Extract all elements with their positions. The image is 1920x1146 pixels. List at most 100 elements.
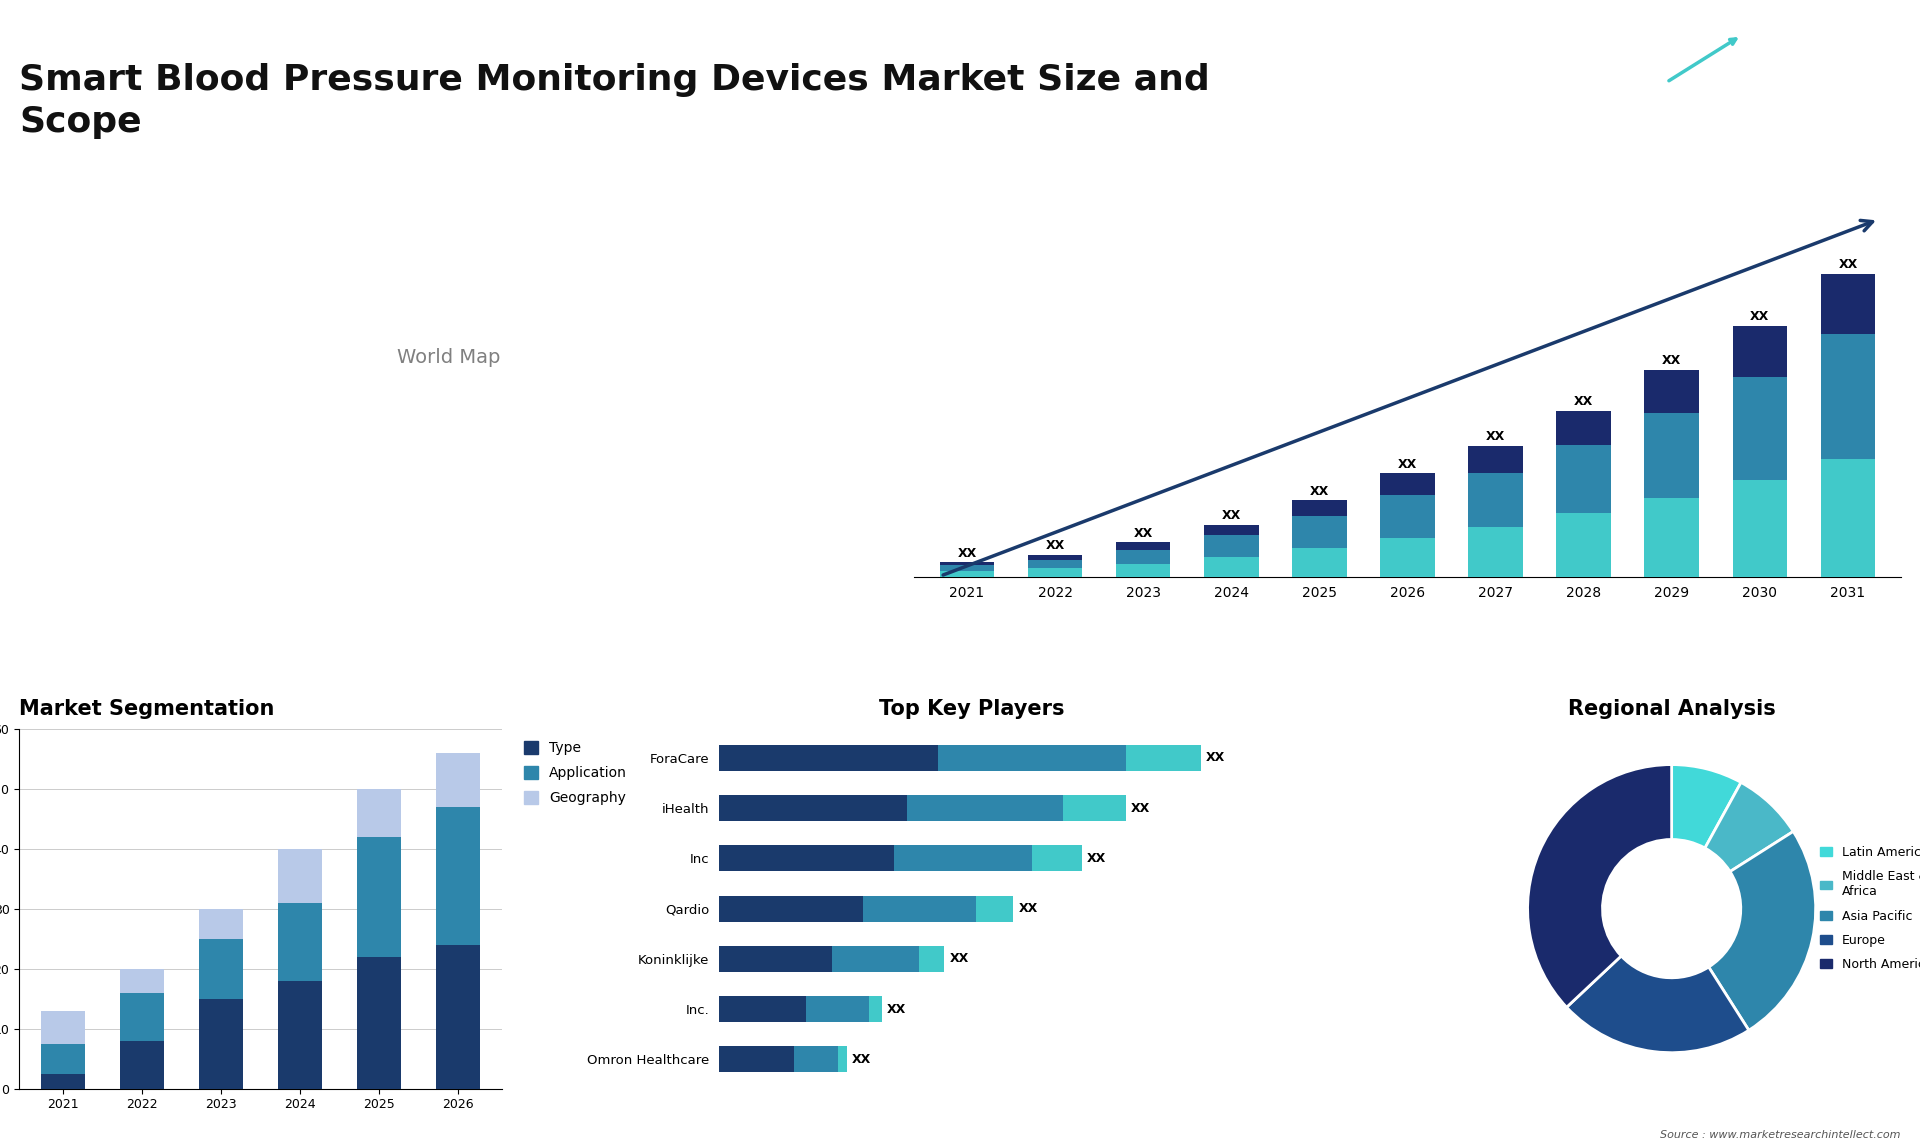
Bar [40, 1074, 84, 1089]
Bar [939, 745, 1125, 771]
Bar [1027, 555, 1083, 559]
Bar [40, 1044, 84, 1074]
Bar [837, 1046, 847, 1073]
Bar [1380, 473, 1434, 495]
Bar [1732, 377, 1788, 480]
Legend: Latin America, Middle East &
Africa, Asia Pacific, Europe, North America: Latin America, Middle East & Africa, Asi… [1814, 841, 1920, 976]
Bar [1204, 535, 1260, 557]
Text: XX: XX [1221, 509, 1240, 521]
Text: MARKET: MARKET [1763, 48, 1811, 57]
Bar [1116, 564, 1171, 576]
Bar [1644, 499, 1699, 576]
Bar [718, 745, 939, 771]
Bar [1033, 846, 1083, 871]
Bar [121, 968, 163, 992]
Bar [939, 563, 995, 565]
Bar [200, 909, 242, 939]
Bar [1027, 559, 1083, 568]
Bar [1292, 548, 1346, 576]
Bar [831, 945, 920, 972]
Bar [1557, 445, 1611, 512]
Text: XX: XX [1133, 527, 1152, 540]
Bar [1557, 512, 1611, 576]
Bar [357, 957, 401, 1089]
Bar [718, 1046, 795, 1073]
Bar [906, 795, 1064, 822]
Bar [1064, 795, 1125, 822]
Text: XX: XX [1751, 309, 1770, 323]
Bar [1204, 525, 1260, 535]
Bar [1732, 325, 1788, 377]
Bar [806, 996, 870, 1022]
Bar [1644, 370, 1699, 413]
Text: XX: XX [948, 952, 968, 965]
Bar [357, 788, 401, 837]
Bar [1116, 550, 1171, 564]
Text: Market Segmentation: Market Segmentation [19, 699, 275, 719]
Bar [975, 895, 1014, 921]
Title: Top Key Players: Top Key Players [879, 699, 1066, 719]
Bar [1292, 516, 1346, 548]
Bar [895, 846, 1033, 871]
Bar [357, 837, 401, 957]
Text: XX: XX [958, 547, 977, 559]
Bar [436, 944, 480, 1089]
Bar [278, 903, 323, 981]
Bar [40, 1011, 84, 1044]
Text: Smart Blood Pressure Monitoring Devices Market Size and
Scope: Smart Blood Pressure Monitoring Devices … [19, 63, 1210, 139]
Bar [121, 1041, 163, 1089]
Legend: Type, Application, Geography: Type, Application, Geography [518, 736, 632, 811]
Bar [200, 998, 242, 1089]
Wedge shape [1672, 764, 1741, 848]
Text: XX: XX [1309, 485, 1329, 497]
Bar [436, 807, 480, 944]
Bar [1116, 542, 1171, 550]
Bar [1557, 410, 1611, 445]
Bar [718, 945, 831, 972]
Bar [278, 849, 323, 903]
Text: XX: XX [1663, 354, 1682, 367]
Text: XX: XX [1206, 752, 1225, 764]
Bar [1380, 537, 1434, 576]
Text: Source : www.marketresearchintellect.com: Source : www.marketresearchintellect.com [1661, 1130, 1901, 1140]
Wedge shape [1567, 956, 1749, 1053]
Text: XX: XX [1044, 539, 1066, 551]
Bar [1380, 495, 1434, 537]
Bar [920, 945, 945, 972]
Bar [436, 753, 480, 807]
Bar [1469, 446, 1523, 473]
Bar [121, 992, 163, 1041]
Bar [278, 981, 323, 1089]
Wedge shape [1705, 783, 1793, 872]
Text: XX: XX [1398, 457, 1417, 471]
Bar [1820, 335, 1876, 460]
Wedge shape [1528, 764, 1672, 1007]
Text: XX: XX [852, 1053, 872, 1066]
Wedge shape [1709, 832, 1816, 1030]
Bar [718, 795, 906, 822]
Bar [1125, 745, 1202, 771]
Bar [870, 996, 881, 1022]
Bar [1292, 501, 1346, 516]
Text: World Map: World Map [397, 347, 499, 367]
Bar [862, 895, 975, 921]
Text: RESEARCH: RESEARCH [1763, 66, 1824, 77]
Bar [718, 996, 806, 1022]
Bar [939, 565, 995, 571]
Text: XX: XX [1486, 431, 1505, 444]
Bar [200, 939, 242, 998]
Text: XX: XX [887, 1003, 906, 1015]
Bar [795, 1046, 837, 1073]
Bar [1204, 557, 1260, 576]
Bar [1469, 473, 1523, 527]
Bar [1644, 413, 1699, 499]
Bar [718, 846, 895, 871]
Text: XX: XX [1837, 258, 1857, 270]
Text: XX: XX [1018, 902, 1037, 916]
Polygon shape [1626, 39, 1707, 104]
Text: INTELLECT: INTELLECT [1763, 85, 1824, 95]
Bar [1820, 460, 1876, 576]
Text: XX: XX [1087, 851, 1106, 865]
Bar [1027, 568, 1083, 576]
Bar [718, 895, 862, 921]
